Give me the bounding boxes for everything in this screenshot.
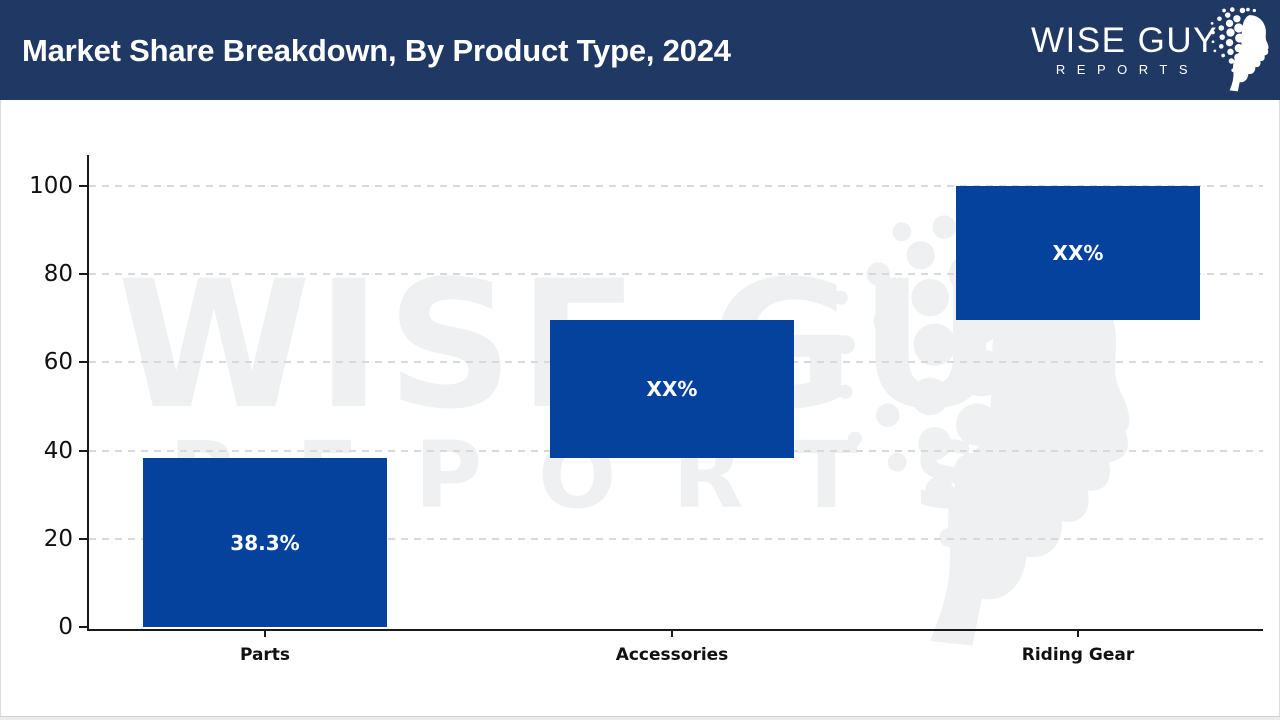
y-axis-line xyxy=(87,155,89,631)
x-category-label: Parts xyxy=(239,645,291,665)
y-tick-label: 100 xyxy=(29,173,73,199)
bar-value-label: 38.3% xyxy=(230,530,300,555)
brand-logo: WISE GUY REPORTS xyxy=(1031,7,1270,93)
bar-segment xyxy=(143,458,387,627)
chart-title: Market Share Breakdown, By Product Type,… xyxy=(22,33,731,68)
logo-wordmark: WISE GUY REPORTS xyxy=(1031,21,1218,79)
bar-value-label: XX% xyxy=(1052,241,1104,266)
plot-area: 0 20 40 60 80 100 38.3% Parts XX% Accessories XX% R… xyxy=(1,100,1279,716)
x-tick-mark xyxy=(1077,629,1079,637)
y-tick-mark xyxy=(79,626,89,628)
bar-segment xyxy=(956,186,1200,321)
y-tick-mark xyxy=(79,185,89,187)
x-category-label: Riding Gear xyxy=(1021,645,1135,665)
x-category-label: Accessories xyxy=(615,645,729,665)
gridline xyxy=(89,537,1263,540)
bar-value-label: XX% xyxy=(646,377,698,402)
y-tick-label: 40 xyxy=(43,437,73,464)
x-tick-mark xyxy=(671,629,673,637)
logo-wordmark-line1: WISE GUY xyxy=(1030,21,1218,60)
logo-wordmark-line2: REPORTS xyxy=(1055,62,1200,77)
y-tick-mark xyxy=(79,361,89,364)
y-tick-label: 80 xyxy=(43,261,73,288)
y-tick-label: 60 xyxy=(43,349,73,376)
x-tick-mark xyxy=(264,629,266,637)
gridline xyxy=(89,273,1263,276)
y-tick-label: 0 xyxy=(58,614,73,640)
bottom-edge-strip xyxy=(0,716,1280,720)
gridline xyxy=(89,185,1263,187)
y-tick-label: 20 xyxy=(43,525,73,552)
y-tick-mark xyxy=(79,449,89,452)
header-bar: Market Share Breakdown, By Product Type,… xyxy=(0,0,1280,100)
bar-segment xyxy=(550,320,794,459)
chart-canvas: WISE GUY REPORTS 0 20 40 60 80 100 38.3% Parts X… xyxy=(0,100,1280,716)
y-tick-mark xyxy=(79,537,89,540)
x-axis-line xyxy=(87,629,1263,631)
y-tick-mark xyxy=(79,273,89,276)
